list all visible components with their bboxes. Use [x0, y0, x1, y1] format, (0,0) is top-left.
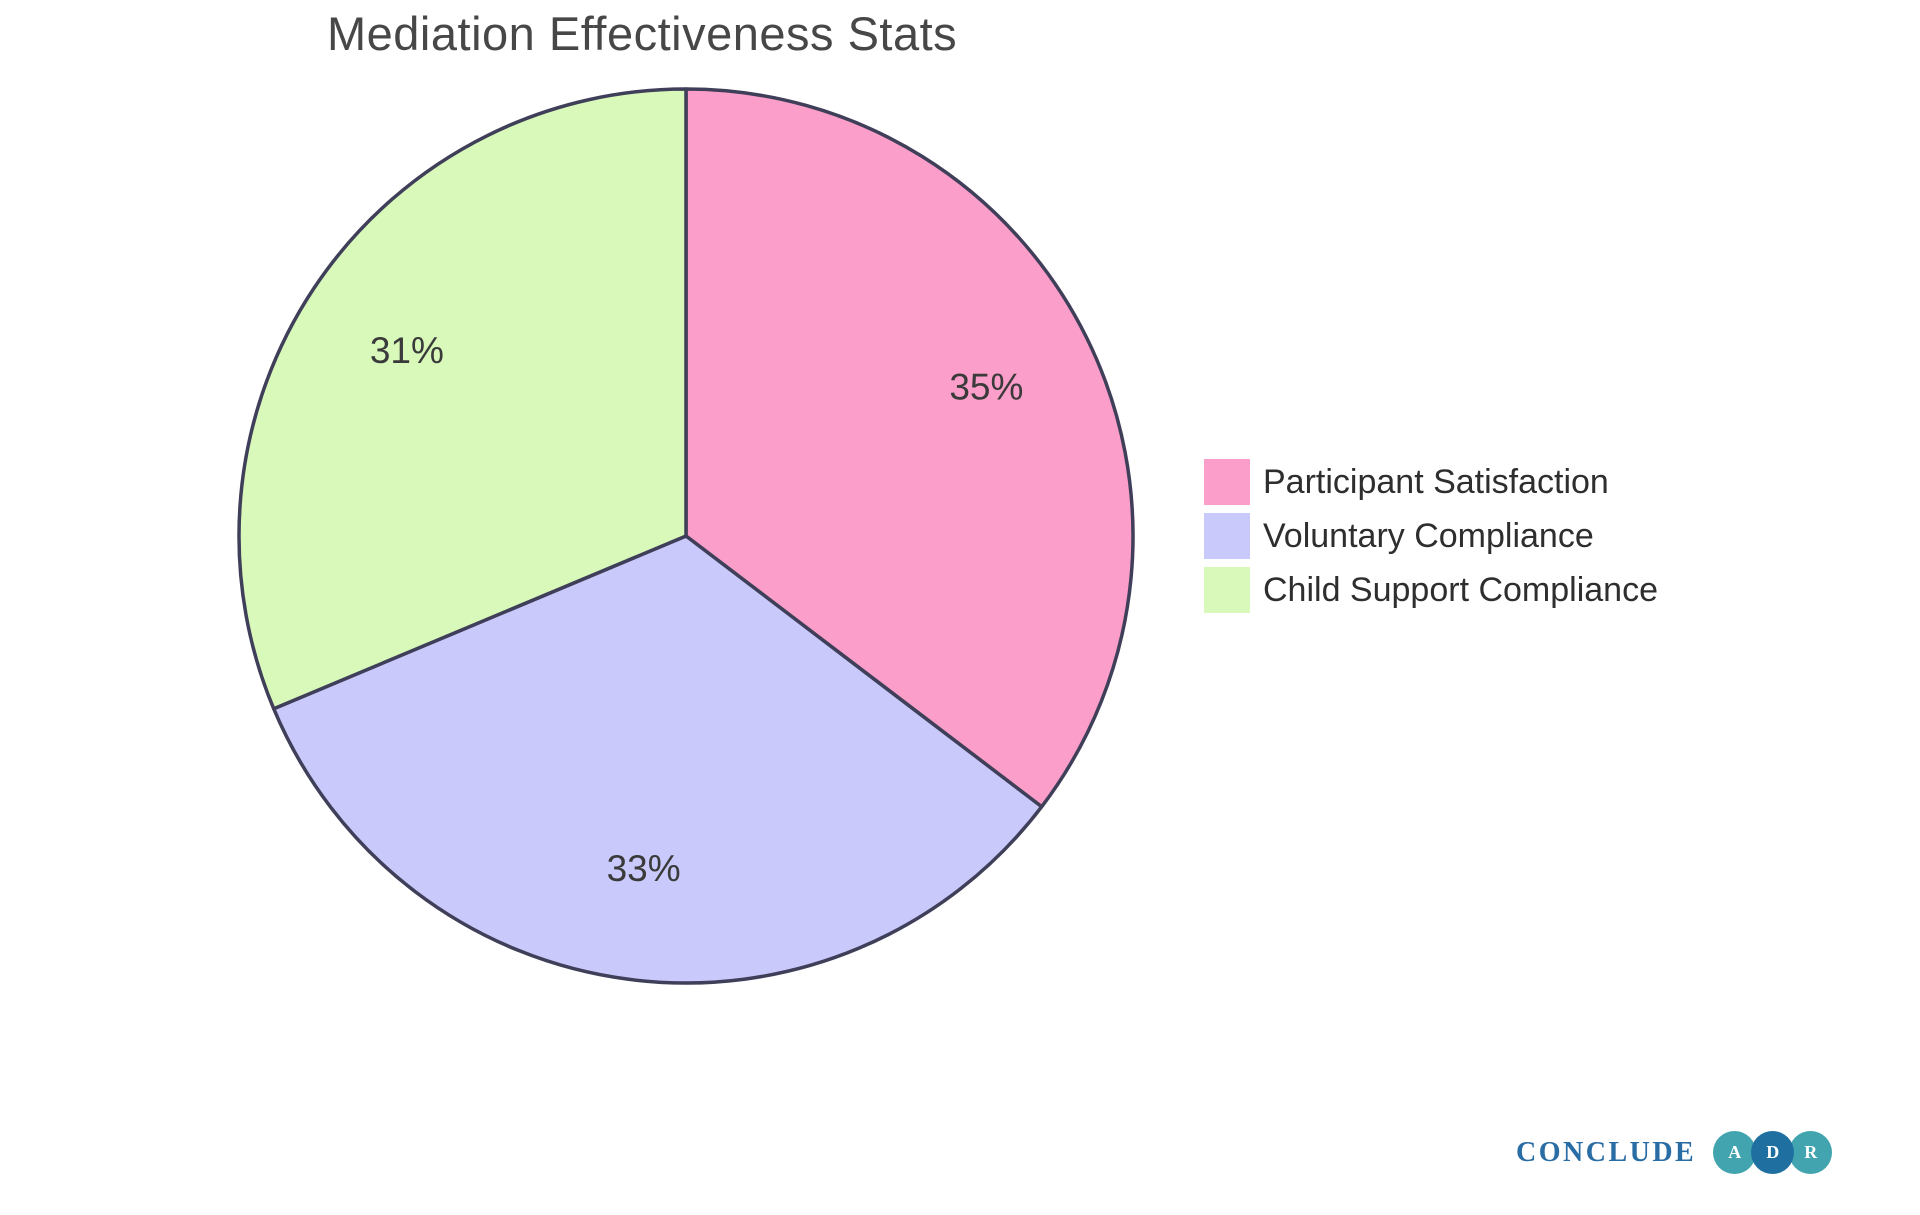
legend-swatch-green [1204, 567, 1250, 613]
pie-slice-voluntary-compliance [271, 534, 1044, 985]
legend-item-participant-satisfaction: Participant Satisfaction [1204, 459, 1658, 505]
logo-badge-d-icon: D [1751, 1131, 1795, 1174]
legend-label: Voluntary Compliance [1263, 516, 1594, 555]
legend-label: Participant Satisfaction [1263, 462, 1609, 501]
legend-item-child-support-compliance: Child Support Compliance [1204, 567, 1658, 613]
pie-percent-label: 31% [370, 330, 444, 371]
chart-title: Mediation Effectiveness Stats [327, 7, 958, 60]
logo-badge-a-icon: A [1713, 1131, 1757, 1174]
legend-label: Child Support Compliance [1263, 570, 1658, 609]
pie-slice-child-support-compliance [237, 87, 688, 711]
conclude-adr-logo[interactable]: CONCLUDE A D R [1516, 1131, 1833, 1174]
logo-wordmark: CONCLUDE [1516, 1136, 1697, 1168]
legend-swatch-lavender [1204, 513, 1250, 559]
logo-badge-r-icon: R [1789, 1131, 1833, 1174]
legend-item-voluntary-compliance: Voluntary Compliance [1204, 513, 1658, 559]
pie-percent-label: 33% [607, 848, 681, 889]
legend-swatch-pink [1204, 459, 1250, 505]
logo-badge-circles: A D R [1713, 1131, 1833, 1174]
pie-slice-participant-satisfaction [684, 87, 1135, 809]
legend: Participant Satisfaction Voluntary Compl… [1204, 459, 1658, 621]
pie-percent-label: 35% [949, 367, 1023, 408]
